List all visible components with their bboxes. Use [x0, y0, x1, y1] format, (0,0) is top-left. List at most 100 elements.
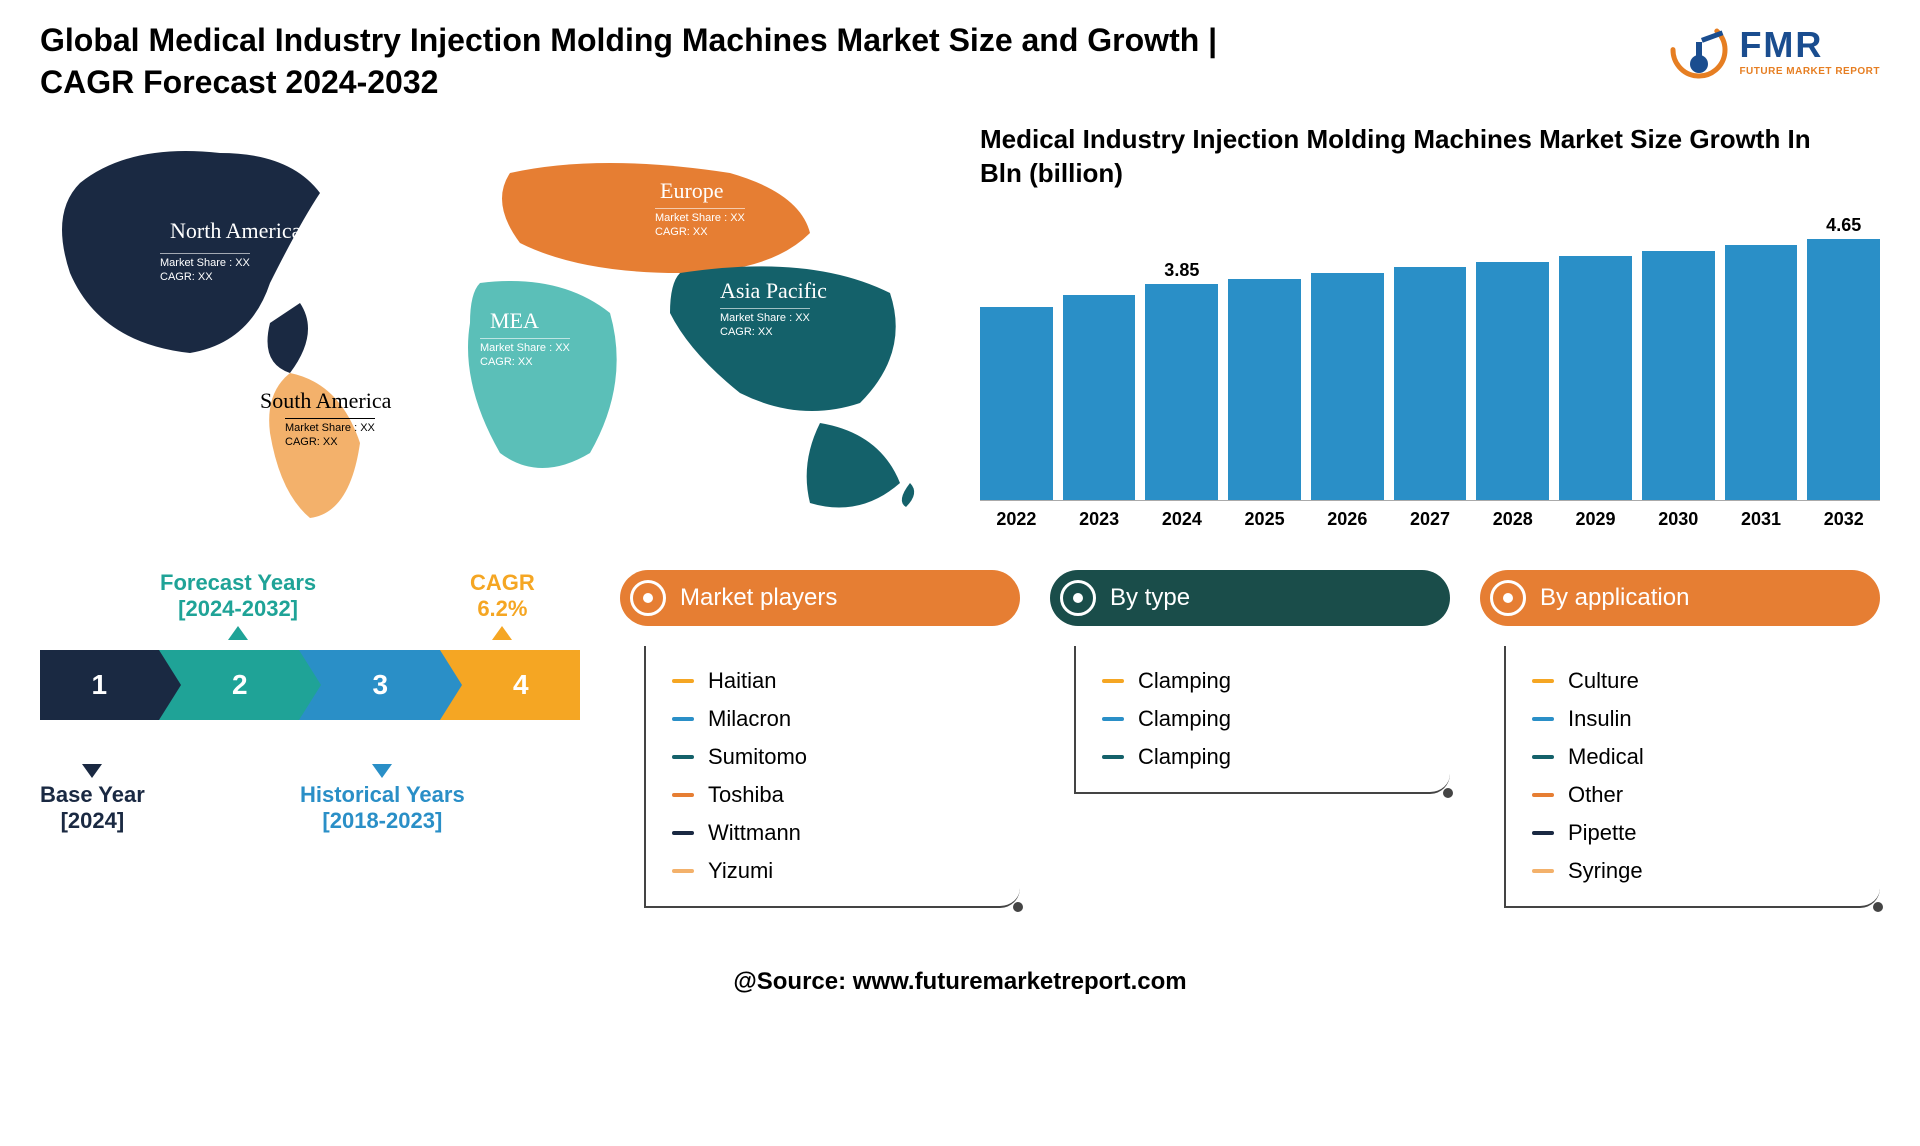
region-sa-share: Market Share : XX	[285, 421, 375, 435]
tick-icon	[672, 717, 694, 721]
list-item: Insulin	[1532, 700, 1880, 738]
tl-cagr: CAGR 6.2%	[470, 570, 535, 644]
category-header: By type	[1050, 570, 1450, 626]
region-eu-cagr: CAGR: XX	[655, 225, 745, 239]
region-na-stats: Market Share : XX CAGR: XX	[160, 253, 250, 285]
bar-column	[1559, 256, 1632, 500]
region-eu-share: Market Share : XX	[655, 211, 745, 225]
x-tick: 2025	[1228, 509, 1301, 530]
tl-base: Base Year [2024]	[40, 760, 145, 834]
bar-column	[1311, 273, 1384, 500]
tick-icon	[1532, 755, 1554, 759]
region-eu-stats: Market Share : XX CAGR: XX	[655, 208, 745, 240]
tl-forecast-label: Forecast Years	[160, 570, 316, 596]
bar-column	[1063, 295, 1136, 499]
list-item: Clamping	[1102, 738, 1450, 776]
category-header: By application	[1480, 570, 1880, 626]
region-na-share: Market Share : XX	[160, 256, 250, 270]
bar: 4.65	[1807, 239, 1880, 499]
list-item-label: Wittmann	[708, 820, 801, 846]
bar	[980, 307, 1053, 500]
tick-icon	[1102, 755, 1124, 759]
category-list: Clamping Clamping Clamping	[1074, 646, 1450, 794]
region-mea-share: Market Share : XX	[480, 341, 570, 355]
list-item-label: Yizumi	[708, 858, 773, 884]
bullet-icon	[1490, 580, 1526, 616]
page-title: Global Medical Industry Injection Moldin…	[40, 20, 1240, 103]
x-tick: 2022	[980, 509, 1053, 530]
region-mea-name: MEA	[490, 308, 539, 334]
lower-row: Forecast Years [2024-2032] CAGR 6.2% 1 2…	[40, 570, 1880, 908]
tick-icon	[1532, 717, 1554, 721]
timeline-chevrons: 1 2 3 4	[40, 650, 580, 720]
category-title: By application	[1540, 584, 1689, 612]
bar	[1559, 256, 1632, 500]
header: Global Medical Industry Injection Moldin…	[40, 20, 1880, 103]
list-item: Clamping	[1102, 662, 1450, 700]
bar-column: 3.85	[1145, 284, 1218, 500]
list-item-label: Medical	[1568, 744, 1644, 770]
x-tick: 2031	[1725, 509, 1798, 530]
tick-icon	[672, 793, 694, 797]
region-sa-name: South America	[260, 388, 391, 414]
region-sa-stats: Market Share : XX CAGR: XX	[285, 418, 375, 450]
tick-icon	[672, 679, 694, 683]
x-tick: 2024	[1145, 509, 1218, 530]
region-na-cagr: CAGR: XX	[160, 270, 250, 284]
tick-icon	[1532, 869, 1554, 873]
category-block: By applicationCultureInsulinMedicalOther…	[1480, 570, 1880, 908]
upper-row: North America Market Share : XX CAGR: XX…	[40, 123, 1880, 530]
timeline: Forecast Years [2024-2032] CAGR 6.2% 1 2…	[40, 570, 580, 800]
tick-icon	[1532, 793, 1554, 797]
chart-xaxis: 2022202320242025202620272028202920302031…	[980, 509, 1880, 530]
world-map: North America Market Share : XX CAGR: XX…	[40, 123, 940, 523]
tl-forecast: Forecast Years [2024-2032]	[160, 570, 316, 644]
category-header: Market players	[620, 570, 1020, 626]
list-item-label: Clamping	[1138, 744, 1231, 770]
tl-base-label: Base Year	[40, 782, 145, 808]
bar	[1642, 251, 1715, 500]
tick-icon	[1102, 717, 1124, 721]
chart-bars: 3.85 4.65	[980, 221, 1880, 501]
bar-value-label: 3.85	[1164, 260, 1199, 281]
region-ap-share: Market Share : XX	[720, 311, 810, 325]
region-mea-cagr: CAGR: XX	[480, 355, 570, 369]
bar-column	[1642, 251, 1715, 500]
x-tick: 2023	[1063, 509, 1136, 530]
category-title: Market players	[680, 584, 837, 612]
logo-tagline: FUTURE MARKET REPORT	[1739, 66, 1880, 77]
arrow-down-icon	[82, 764, 102, 778]
arrow-up-icon	[492, 626, 512, 640]
x-tick: 2030	[1642, 509, 1715, 530]
tick-icon	[1532, 831, 1554, 835]
logo-brand: FMR	[1739, 24, 1880, 66]
source-line: @Source: www.futuremarketreport.com	[40, 968, 1880, 996]
bar-column	[1476, 262, 1549, 500]
bar-column	[1394, 267, 1467, 499]
list-item-label: Haitian	[708, 668, 776, 694]
list-item-label: Milacron	[708, 706, 791, 732]
bar-column: 4.65	[1807, 239, 1880, 499]
list-item: Syringe	[1532, 852, 1880, 890]
category-block: By type Clamping Clamping Clamping	[1050, 570, 1450, 908]
list-item: Clamping	[1102, 700, 1450, 738]
region-mea-stats: Market Share : XX CAGR: XX	[480, 338, 570, 370]
bar	[1394, 267, 1467, 499]
region-eu-name: Europe	[660, 178, 724, 204]
list-item: Haitian	[672, 662, 1020, 700]
list-item-label: Clamping	[1138, 668, 1231, 694]
bar: 3.85	[1145, 284, 1218, 500]
list-item: Culture	[1532, 662, 1880, 700]
tl-hist-label: Historical Years	[300, 782, 465, 808]
x-tick: 2032	[1807, 509, 1880, 530]
bar-column	[1228, 279, 1301, 500]
region-ap-cagr: CAGR: XX	[720, 325, 810, 339]
tick-icon	[672, 831, 694, 835]
category-list: CultureInsulinMedicalOtherPipetteSyringe	[1504, 646, 1880, 908]
logo-icon	[1669, 20, 1729, 80]
arrow-down-icon	[372, 764, 392, 778]
tick-icon	[1102, 679, 1124, 683]
bullet-icon	[630, 580, 666, 616]
bullet-icon	[1060, 580, 1096, 616]
tl-forecast-sub: [2024-2032]	[160, 596, 316, 622]
